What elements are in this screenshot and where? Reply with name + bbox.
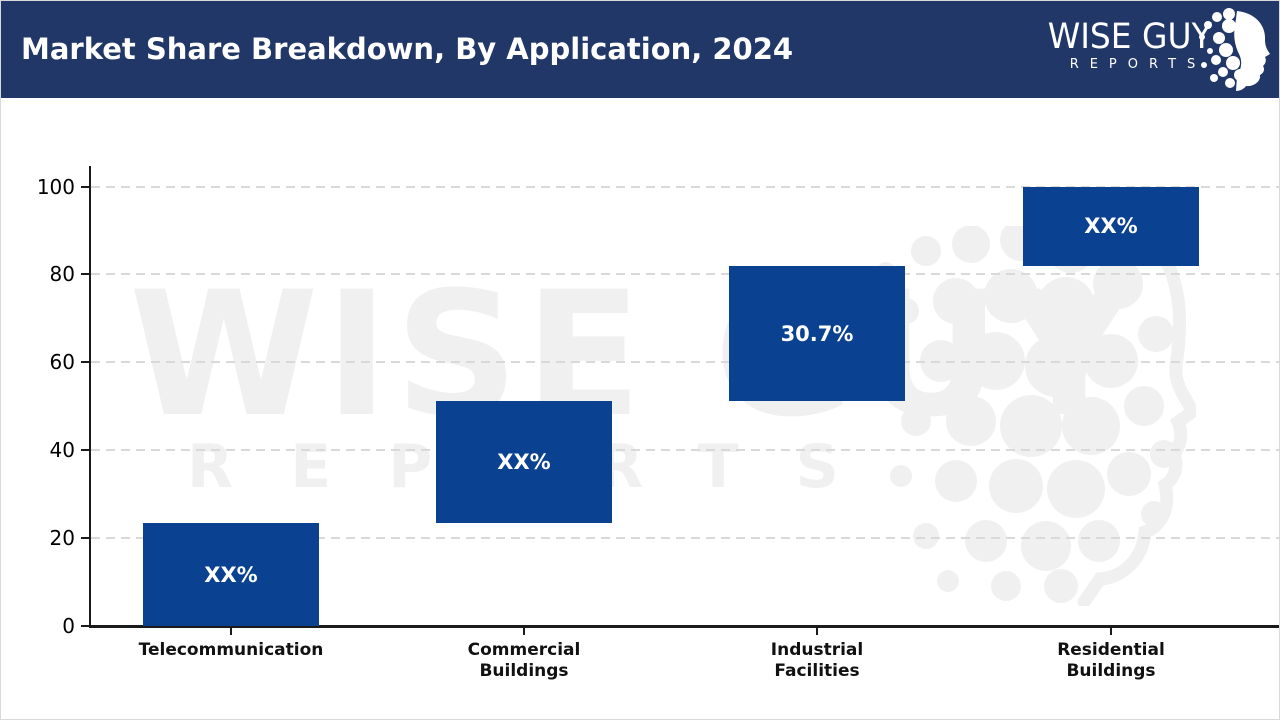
category-label-telecommunication: Telecommunication — [138, 640, 324, 660]
bar-industrial-facilities: 30.7% — [729, 266, 905, 402]
logo-text: WISE GUY REPORTS — [1047, 19, 1223, 72]
gridline-y-60 — [91, 361, 1279, 364]
y-tick-label: 40 — [49, 438, 75, 463]
bar-value-label: XX% — [204, 562, 258, 587]
bar-telecommunication: XX% — [143, 523, 319, 626]
y-tick-mark — [81, 185, 89, 188]
bar-value-label: XX% — [497, 450, 551, 475]
bar-residential-buildings: XX% — [1023, 186, 1199, 267]
y-tick-mark — [81, 361, 89, 364]
y-tick-label: 80 — [49, 262, 75, 287]
x-axis-line — [89, 625, 1279, 628]
y-tick-mark — [81, 273, 89, 276]
logo-dotted-head-icon — [1199, 8, 1270, 91]
x-tick-mark — [1110, 628, 1112, 635]
x-tick-mark — [523, 628, 525, 635]
y-tick-mark — [81, 537, 89, 540]
category-label-residential-buildings: Residential Buildings — [1057, 640, 1165, 681]
logo-wordmark: WISE GUY — [1047, 17, 1212, 57]
gridline-y-80 — [91, 273, 1279, 276]
y-tick-label: 20 — [49, 526, 75, 551]
gridline-y-40 — [91, 449, 1279, 452]
y-tick-label: 60 — [49, 350, 75, 375]
header-banner: Market Share Breakdown, By Application, … — [1, 1, 1279, 98]
logo-subtext: REPORTS — [1069, 57, 1207, 72]
bar-commercial-buildings: XX% — [436, 401, 612, 524]
chart-title: Market Share Breakdown, By Application, … — [21, 32, 794, 66]
category-label-commercial-buildings: Commercial Buildings — [467, 640, 581, 681]
gridline-y-100 — [91, 185, 1279, 188]
bar-value-label: 30.7% — [780, 321, 854, 346]
y-tick-label: 100 — [36, 174, 75, 199]
y-tick-mark — [81, 449, 89, 452]
x-tick-mark — [816, 628, 818, 635]
y-axis-line — [89, 166, 91, 628]
category-label-industrial-facilities: Industrial Facilities — [770, 640, 864, 681]
bar-value-label: XX% — [1084, 214, 1138, 239]
gridline-y-20 — [91, 537, 1279, 540]
y-tick-mark — [81, 625, 89, 627]
y-tick-label: 0 — [62, 614, 75, 638]
wise-guy-reports-logo: WISE GUY REPORTS — [1041, 8, 1277, 91]
x-tick-mark — [230, 628, 232, 635]
